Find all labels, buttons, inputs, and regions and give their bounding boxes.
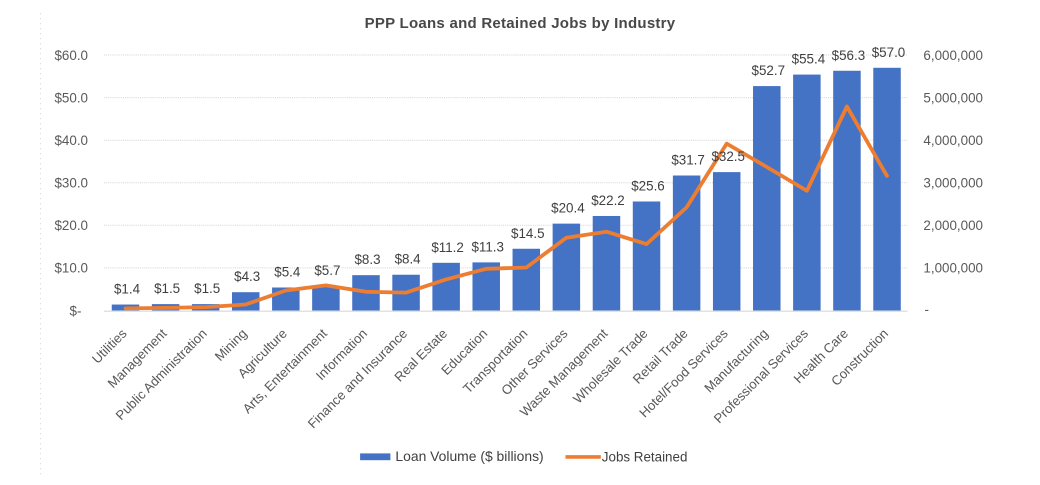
svg-text:$1.4: $1.4 (114, 282, 141, 297)
svg-text:$56.3: $56.3 (832, 48, 866, 63)
svg-text:$11.3: $11.3 (471, 239, 504, 254)
svg-text:-: - (925, 302, 929, 317)
svg-text:$50.0: $50.0 (54, 90, 88, 105)
svg-text:$14.5: $14.5 (511, 226, 545, 241)
svg-text:Loan Volume ($ billions): Loan Volume ($ billions) (395, 448, 543, 464)
svg-text:$60.0: $60.0 (54, 48, 88, 63)
svg-text:PPP Loans and Retained Jobs by: PPP Loans and Retained Jobs by Industry (365, 15, 676, 32)
svg-text:$5.4: $5.4 (274, 265, 301, 280)
svg-text:1,000,000: 1,000,000 (923, 261, 983, 276)
svg-text:$5.7: $5.7 (314, 263, 340, 278)
svg-text:$52.7: $52.7 (752, 63, 786, 78)
svg-text:$8.4: $8.4 (395, 252, 422, 267)
svg-text:$40.0: $40.0 (54, 133, 88, 148)
svg-text:$8.3: $8.3 (354, 252, 380, 267)
svg-text:$30.0: $30.0 (54, 176, 88, 191)
svg-text:6,000,000: 6,000,000 (923, 48, 983, 63)
svg-text:Jobs Retained: Jobs Retained (602, 449, 688, 464)
svg-text:3,000,000: 3,000,000 (923, 176, 983, 191)
svg-text:$1.5: $1.5 (194, 281, 220, 296)
svg-text:$11.2: $11.2 (431, 240, 464, 255)
svg-text:2,000,000: 2,000,000 (923, 218, 983, 233)
svg-text:$32.5: $32.5 (711, 149, 745, 164)
svg-text:$4.3: $4.3 (234, 269, 260, 284)
svg-text:$31.7: $31.7 (671, 153, 705, 168)
svg-text:$20.4: $20.4 (551, 201, 585, 216)
svg-text:$25.6: $25.6 (631, 179, 665, 194)
svg-text:$20.0: $20.0 (54, 218, 88, 233)
svg-text:$-: $- (70, 303, 86, 318)
svg-text:$57.0: $57.0 (872, 45, 906, 60)
svg-text:5,000,000: 5,000,000 (923, 90, 983, 105)
svg-text:$1.5: $1.5 (154, 281, 180, 296)
svg-text:4,000,000: 4,000,000 (923, 133, 983, 148)
svg-text:$55.4: $55.4 (792, 52, 826, 67)
svg-text:$10.0: $10.0 (54, 261, 88, 276)
svg-text:$22.2: $22.2 (591, 193, 625, 208)
